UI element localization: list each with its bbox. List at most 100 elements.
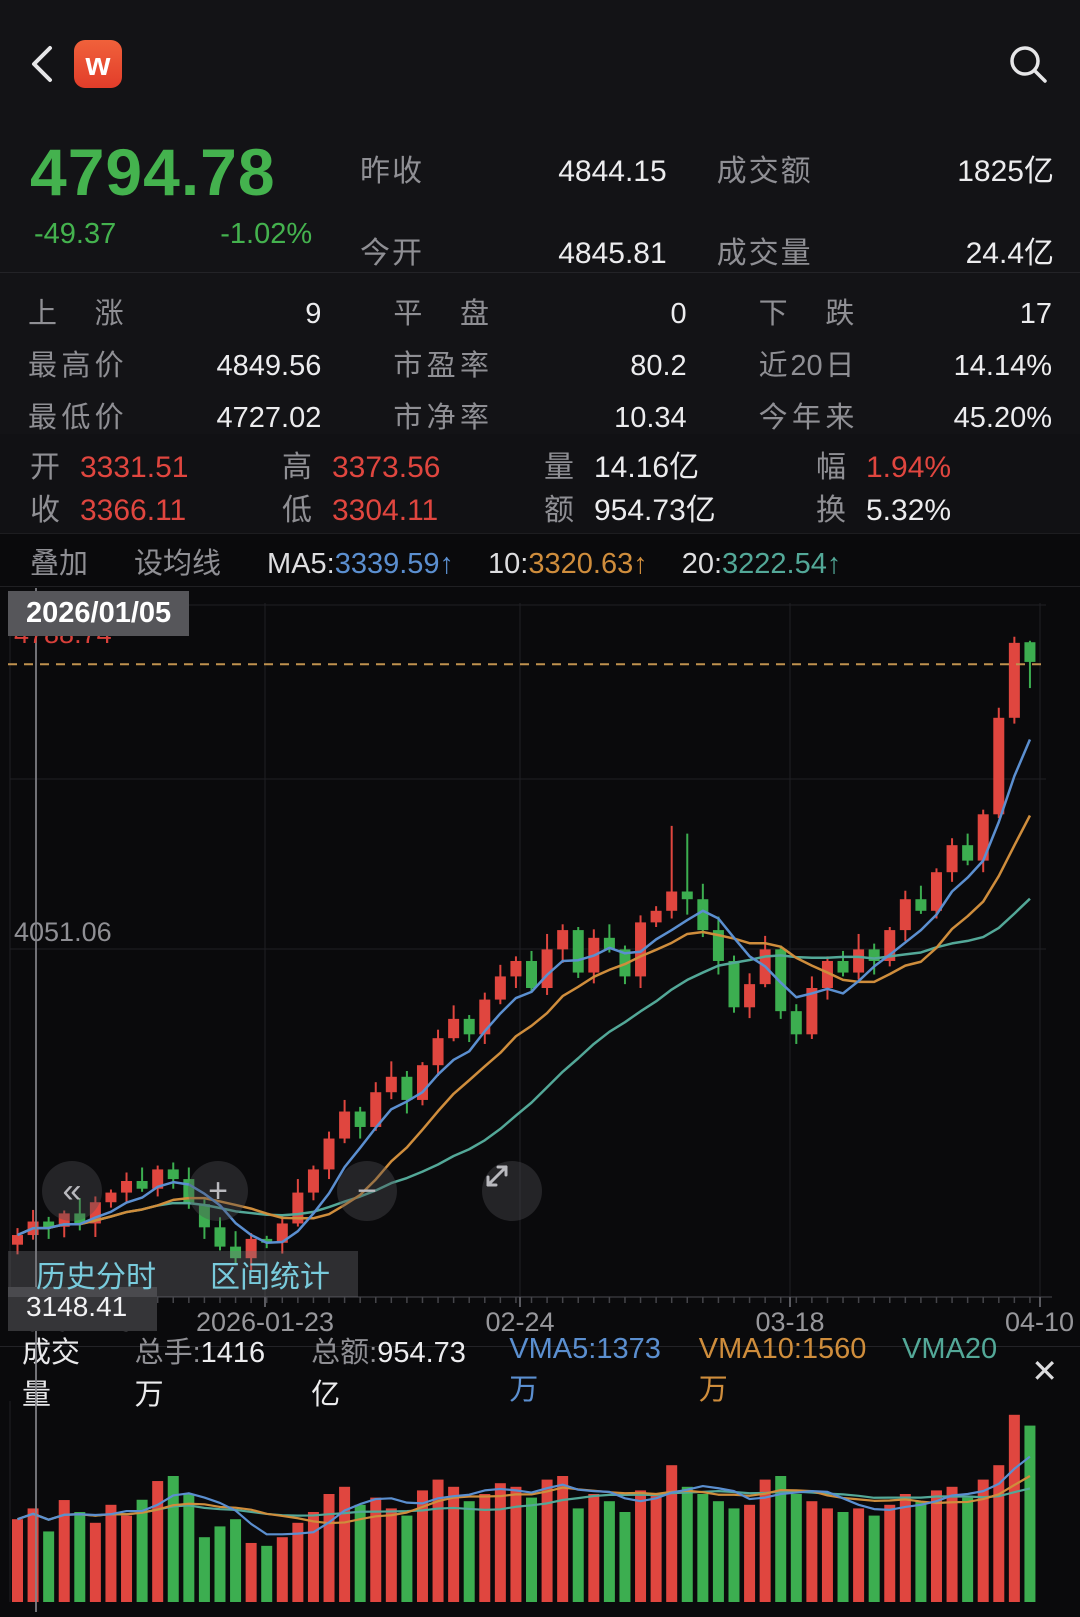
ohlc-label: 换 — [816, 494, 846, 527]
volume-bar — [292, 1522, 304, 1602]
ohlc-cell: 高 3373.56 — [282, 442, 544, 486]
ma-item: 10:3320.63↑ — [488, 548, 648, 581]
zoom-in-button[interactable]: + — [188, 1161, 248, 1221]
ohlc-label: 低 — [282, 494, 312, 527]
ohlc-cell: 换 5.32% — [816, 485, 1050, 529]
set-ma-button[interactable]: 设均线 — [134, 548, 222, 580]
candle-body — [230, 1246, 242, 1259]
overlay-button[interactable]: 叠加 — [30, 548, 89, 580]
stats-label: 最低价 — [28, 402, 124, 434]
stats-label: 下跌 — [758, 298, 855, 330]
ohlc-label: 开 — [30, 451, 60, 484]
candle-body — [448, 1018, 460, 1039]
x-axis-label: 04-10 — [1004, 1307, 1074, 1337]
stats-cell: 近20日 14.14% — [759, 342, 1052, 384]
candle-body — [884, 930, 896, 961]
volume-bar — [681, 1486, 693, 1602]
candle-body — [401, 1076, 413, 1100]
volume-bar — [370, 1497, 382, 1602]
volume-bar — [401, 1515, 413, 1602]
volume-bar — [884, 1504, 896, 1602]
volume-pair: 总手:1416万 — [135, 1329, 278, 1413]
volume-bar — [619, 1512, 631, 1602]
ohlc-row: 开 3331.51 高 3373.56 量 14.16亿 幅 1.94% — [30, 442, 1050, 485]
zoom-out-history-button[interactable]: « — [42, 1161, 102, 1221]
volume-bar — [479, 1494, 491, 1602]
candle-body — [245, 1238, 257, 1259]
candlestick-chart[interactable]: 2026/01/05 4788.74 4051.06 3148.41 « + −… — [0, 586, 1080, 1341]
ma5-line — [17, 739, 1032, 1245]
candle-body — [510, 960, 522, 977]
candle-body — [728, 960, 740, 1008]
wind-logo[interactable]: w — [74, 40, 122, 88]
volume-bar — [790, 1494, 802, 1602]
volume-bar — [89, 1522, 101, 1602]
x-axis-label: 2026-01-23 — [195, 1307, 335, 1337]
volume-chart[interactable] — [0, 1395, 1080, 1612]
volume-bar — [666, 1465, 678, 1602]
candle-body — [853, 949, 865, 973]
quote-field-label: 昨收 — [360, 155, 424, 188]
ma-values: MA5:3339.59↑ 10:3320.63↑ 20:3222.54↑ — [267, 548, 841, 581]
volume-bar — [1008, 1414, 1020, 1602]
volume-pair: 总额:954.73亿 — [311, 1329, 475, 1413]
volume-bar — [105, 1504, 117, 1602]
volume-bar — [977, 1479, 989, 1602]
stats-value: 17 — [1019, 298, 1052, 330]
ohlc-value: 5.32% — [866, 494, 952, 527]
market-stats-grid: 上涨 9 平盘 0 下跌 17 最高价 4849.56 市盈率 80.2 近20日 14.14% 最低价… — [0, 272, 1080, 441]
crosshair-ohlc-panel: 开 3331.51 高 3373.56 量 14.16亿 幅 1.94% 收 3366.11 低 33… — [0, 434, 1080, 534]
volume-bar — [915, 1501, 927, 1602]
quote-field: 昨收 4844.15 — [360, 146, 667, 190]
stats-value: 0 — [670, 298, 687, 330]
volume-bar — [494, 1483, 506, 1602]
candle-body — [775, 949, 787, 1012]
crosshair-line[interactable] — [35, 588, 37, 1612]
candle-body — [697, 899, 709, 931]
candle-body — [915, 899, 927, 911]
volume-chart-svg[interactable] — [0, 1395, 1080, 1612]
volume-bar — [744, 1504, 756, 1602]
volume-bar — [354, 1504, 366, 1602]
stats-cell: 今年来 45.20% — [759, 394, 1052, 436]
history-intraday-button[interactable]: 历史分时 — [36, 1261, 156, 1294]
back-button[interactable] — [26, 42, 60, 91]
volume-bar — [635, 1490, 647, 1602]
candle-body — [416, 1065, 428, 1100]
ohlc-cell: 低 3304.11 — [282, 485, 544, 529]
volume-bar — [43, 1531, 55, 1602]
candle-body — [635, 922, 647, 977]
volume-bar — [588, 1494, 600, 1602]
volume-bar — [541, 1479, 553, 1602]
search-icon[interactable] — [1006, 42, 1050, 91]
zoom-minus-button[interactable]: − — [337, 1161, 397, 1221]
ma-item-value: 3339.59↑ — [334, 548, 455, 580]
candle-body — [58, 1213, 70, 1227]
volume-bar — [728, 1508, 740, 1602]
ohlc-cell: 量 14.16亿 — [544, 442, 816, 486]
quote-field-label: 今开 — [360, 237, 424, 270]
candle-body — [89, 1202, 101, 1224]
ma-item: MA5:3339.59↑ — [267, 548, 454, 581]
volume-bar — [853, 1508, 865, 1602]
quote-field-label: 成交额 — [716, 155, 813, 188]
ohlc-row: 收 3366.11 低 3304.11 额 954.73亿 换 5.32% — [30, 485, 1050, 528]
candle-body — [821, 960, 833, 988]
vma-item: VMA5:1373万 — [509, 1333, 661, 1406]
candle-body — [121, 1181, 133, 1193]
candle-body — [494, 976, 506, 1000]
ohlc-value: 3304.11 — [332, 494, 439, 527]
ohlc-cell: 幅 1.94% — [816, 442, 1050, 486]
candle-body — [993, 717, 1005, 815]
candle-body — [292, 1192, 304, 1224]
candle-body — [603, 937, 615, 950]
top-panel-background — [0, 0, 1080, 434]
volume-bar — [759, 1479, 771, 1602]
volume-bar — [214, 1526, 226, 1602]
expand-icon — [486, 1165, 508, 1187]
expand-chart-button[interactable] — [482, 1161, 542, 1221]
range-statistics-button[interactable]: 区间统计 — [210, 1261, 330, 1294]
close-volume-pane-icon[interactable]: ✕ — [1031, 1352, 1058, 1389]
candle-body — [276, 1223, 288, 1243]
